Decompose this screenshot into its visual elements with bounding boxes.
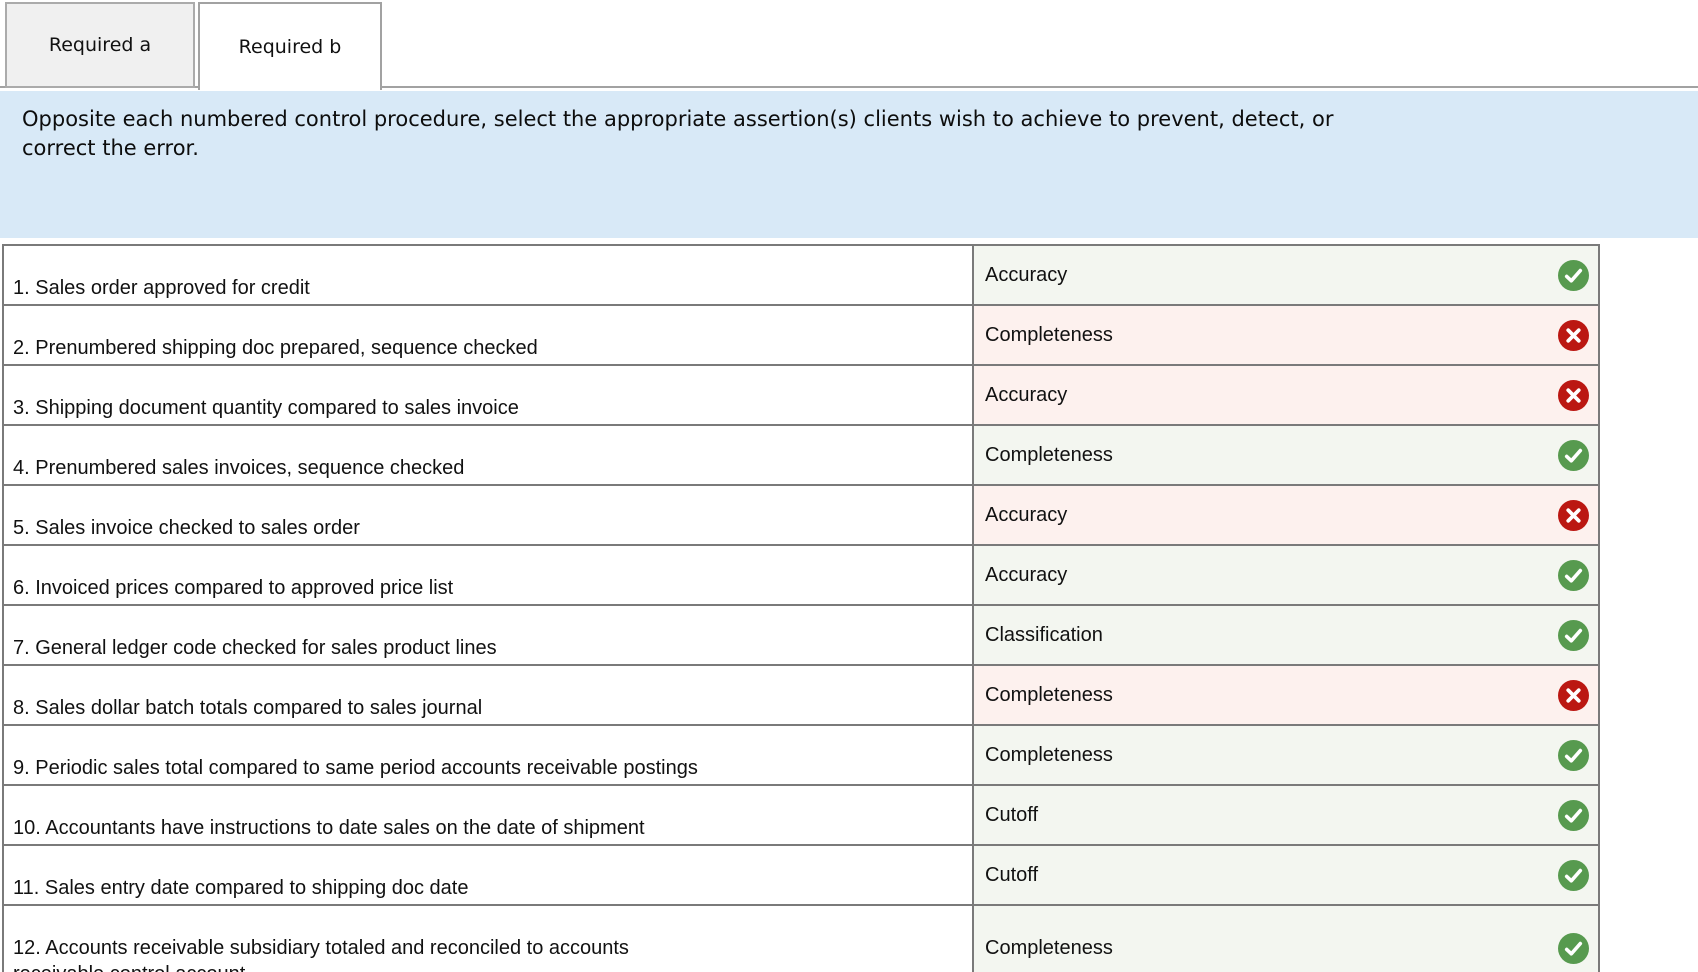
assertion-cell[interactable]: Completeness (972, 304, 1600, 366)
procedure-cell: 9. Periodic sales total compared to same… (2, 724, 974, 786)
assertion-cell[interactable]: Cutoff (972, 844, 1600, 906)
table-row: 2. Prenumbered shipping doc prepared, se… (2, 304, 1600, 366)
assertion-cell[interactable]: Accuracy (972, 544, 1600, 606)
procedure-cell: 2. Prenumbered shipping doc prepared, se… (2, 304, 974, 366)
assertion-value: Accuracy (985, 503, 1068, 526)
assertion-value: Cutoff (985, 803, 1038, 826)
assertion-value: Completeness (985, 443, 1113, 466)
procedure-text: 1. Sales order approved for credit (13, 277, 310, 299)
assertion-value: Classification (985, 623, 1103, 646)
correct-icon (1558, 859, 1589, 891)
table-row: 8. Sales dollar batch totals compared to… (2, 664, 1600, 726)
procedure-cell: 5. Sales invoice checked to sales order (2, 484, 974, 546)
table-row: 4. Prenumbered sales invoices, sequence … (2, 424, 1600, 486)
assertion-value: Completeness (985, 323, 1113, 346)
correct-icon (1558, 259, 1589, 291)
procedure-cell: 8. Sales dollar batch totals compared to… (2, 664, 974, 726)
assertion-cell[interactable]: Completeness (972, 664, 1600, 726)
incorrect-icon (1558, 499, 1589, 531)
procedure-cell: 3. Shipping document quantity compared t… (2, 364, 974, 426)
tab-bar: Required a Required b (0, 0, 1698, 90)
table-row: 11. Sales entry date compared to shippin… (2, 844, 1600, 906)
procedure-text: 4. Prenumbered sales invoices, sequence … (13, 457, 465, 479)
table-row: 12. Accounts receivable subsidiary total… (2, 904, 1600, 972)
procedure-text: 5. Sales invoice checked to sales order (13, 517, 360, 539)
procedure-text: 11. Sales entry date compared to shippin… (13, 877, 469, 899)
assertion-cell[interactable]: Classification (972, 604, 1600, 666)
procedure-text: 3. Shipping document quantity compared t… (13, 397, 519, 419)
procedure-cell: 11. Sales entry date compared to shippin… (2, 844, 974, 906)
table-row: 10. Accountants have instructions to dat… (2, 784, 1600, 846)
assertion-cell[interactable]: Completeness (972, 904, 1600, 972)
assertion-value: Completeness (985, 683, 1113, 706)
procedure-cell: 1. Sales order approved for credit (2, 244, 974, 306)
procedure-cell: 4. Prenumbered sales invoices, sequence … (2, 424, 974, 486)
assertion-value: Cutoff (985, 863, 1038, 886)
procedure-text: 6. Invoiced prices compared to approved … (13, 577, 454, 599)
procedure-text: 7. General ledger code checked for sales… (13, 637, 497, 659)
tab-bar-divider (0, 86, 1698, 88)
assertion-cell[interactable]: Accuracy (972, 244, 1600, 306)
table-row: 6. Invoiced prices compared to approved … (2, 544, 1600, 606)
correct-icon (1558, 799, 1589, 831)
procedure-cell: 7. General ledger code checked for sales… (2, 604, 974, 666)
table-row: 9. Periodic sales total compared to same… (2, 724, 1600, 786)
table-row: 1. Sales order approved for credit Accur… (2, 244, 1600, 306)
correct-icon (1558, 559, 1589, 591)
correct-icon (1558, 619, 1589, 651)
tab-required-b-label: Required b (238, 36, 342, 58)
procedure-text: 12. Accounts receivable subsidiary total… (13, 937, 629, 972)
incorrect-icon (1558, 319, 1589, 351)
correct-icon (1558, 439, 1589, 471)
assertion-value: Accuracy (985, 563, 1068, 586)
table-row: 5. Sales invoice checked to sales order … (2, 484, 1600, 546)
correct-icon (1558, 932, 1589, 964)
assertion-value: Completeness (985, 743, 1113, 766)
tab-required-a[interactable]: Required a (5, 2, 195, 88)
procedure-cell: 12. Accounts receivable subsidiary total… (2, 904, 974, 972)
procedure-text: 2. Prenumbered shipping doc prepared, se… (13, 337, 538, 359)
procedure-text: 10. Accountants have instructions to dat… (13, 817, 645, 839)
table-row: 3. Shipping document quantity compared t… (2, 364, 1600, 426)
procedure-cell: 10. Accountants have instructions to dat… (2, 784, 974, 846)
assertion-cell[interactable]: Completeness (972, 424, 1600, 486)
instruction-panel: Opposite each numbered control procedure… (0, 91, 1698, 238)
correct-icon (1558, 739, 1589, 771)
instruction-text: Opposite each numbered control procedure… (22, 107, 1334, 160)
tab-required-a-label: Required a (48, 34, 152, 56)
procedure-cell: 6. Invoiced prices compared to approved … (2, 544, 974, 606)
assertion-cell[interactable]: Accuracy (972, 484, 1600, 546)
incorrect-icon (1558, 679, 1589, 711)
procedure-text: 9. Periodic sales total compared to same… (13, 757, 698, 779)
incorrect-icon (1558, 379, 1589, 411)
assertion-value: Accuracy (985, 263, 1068, 286)
assertions-table: 1. Sales order approved for credit Accur… (2, 244, 1600, 972)
table-row: 7. General ledger code checked for sales… (2, 604, 1600, 666)
assertion-cell[interactable]: Completeness (972, 724, 1600, 786)
assertion-cell[interactable]: Cutoff (972, 784, 1600, 846)
assertion-value: Completeness (985, 936, 1113, 959)
procedure-text: 8. Sales dollar batch totals compared to… (13, 697, 483, 719)
tab-required-b[interactable]: Required b (198, 2, 382, 90)
assertion-cell[interactable]: Accuracy (972, 364, 1600, 426)
assertion-value: Accuracy (985, 383, 1068, 406)
